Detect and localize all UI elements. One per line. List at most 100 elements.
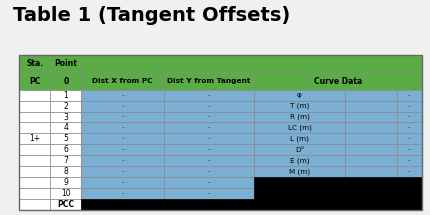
Bar [254,133,344,144]
Bar [81,199,163,210]
Text: -: - [121,145,124,154]
Bar [344,123,396,133]
Bar [396,90,421,101]
Bar [50,166,81,177]
Bar [19,123,50,133]
Bar [396,144,421,155]
Bar [50,144,81,155]
Bar [81,188,163,199]
Bar [254,177,344,188]
Bar [344,177,396,188]
Text: -: - [121,156,124,165]
Bar [344,101,396,112]
Text: 1+: 1+ [29,134,40,143]
Text: Point: Point [54,59,77,68]
Bar [254,101,344,112]
Text: LC (m): LC (m) [287,125,311,131]
Bar [344,144,396,155]
Text: 2: 2 [63,102,68,111]
Bar [19,177,50,188]
Text: -: - [207,102,210,111]
Bar [81,123,163,133]
Text: 3: 3 [63,112,68,121]
Text: Table 1 (Tangent Offsets): Table 1 (Tangent Offsets) [13,6,289,25]
Text: -: - [407,167,410,176]
Text: -: - [207,134,210,143]
Bar [50,55,81,72]
Bar [163,101,254,112]
Bar [254,123,344,133]
Text: -: - [407,112,410,121]
Bar [163,90,254,101]
Bar [19,166,50,177]
Bar [344,112,396,123]
Bar [50,177,81,188]
Text: -: - [121,91,124,100]
Bar [163,144,254,155]
Bar [19,90,50,101]
Bar [254,166,344,177]
Bar [396,188,421,199]
Text: -: - [207,123,210,132]
Text: 9: 9 [63,178,68,187]
Bar [254,199,344,210]
Bar [19,55,421,210]
Text: -: - [121,167,124,176]
Bar [344,133,396,144]
Bar [344,90,396,101]
Text: 4: 4 [63,123,68,132]
Text: 8: 8 [63,167,68,176]
Text: R (m): R (m) [289,114,309,120]
Bar [254,90,344,101]
Bar [19,72,50,90]
Text: Dist Y from Tangent: Dist Y from Tangent [167,78,250,84]
Text: Sta.: Sta. [26,59,43,68]
Bar [254,188,344,199]
Text: L (m): L (m) [289,136,308,142]
Bar [50,199,81,210]
Bar [19,55,50,72]
Bar [50,155,81,166]
Bar [81,90,163,101]
Bar [81,166,163,177]
Text: -: - [121,102,124,111]
Bar [81,112,163,123]
Bar [163,133,254,144]
Bar [163,199,254,210]
Text: -: - [207,156,210,165]
Bar [81,133,163,144]
Bar [50,101,81,112]
Text: φ: φ [296,92,301,98]
Text: 0: 0 [63,77,68,86]
Text: -: - [207,91,210,100]
Bar [163,177,254,188]
Text: 7: 7 [63,156,68,165]
Text: -: - [207,189,210,198]
Bar [254,144,344,155]
Text: -: - [407,145,410,154]
Text: -: - [407,134,410,143]
Bar [50,90,81,101]
Bar [50,72,81,90]
Bar [81,101,163,112]
Text: -: - [407,123,410,132]
Bar [396,112,421,123]
Text: 1: 1 [63,91,68,100]
Bar [81,155,163,166]
Bar [344,188,396,199]
Text: -: - [207,145,210,154]
Text: D°: D° [294,147,304,153]
Bar [396,155,421,166]
Text: -: - [121,189,124,198]
Bar [19,188,50,199]
Bar [163,166,254,177]
Bar [50,112,81,123]
Text: -: - [207,112,210,121]
Bar [163,112,254,123]
Text: E (m): E (m) [289,157,308,164]
Bar [81,177,163,188]
Bar [163,72,254,90]
Bar [19,155,50,166]
Text: -: - [121,134,124,143]
Bar [19,144,50,155]
